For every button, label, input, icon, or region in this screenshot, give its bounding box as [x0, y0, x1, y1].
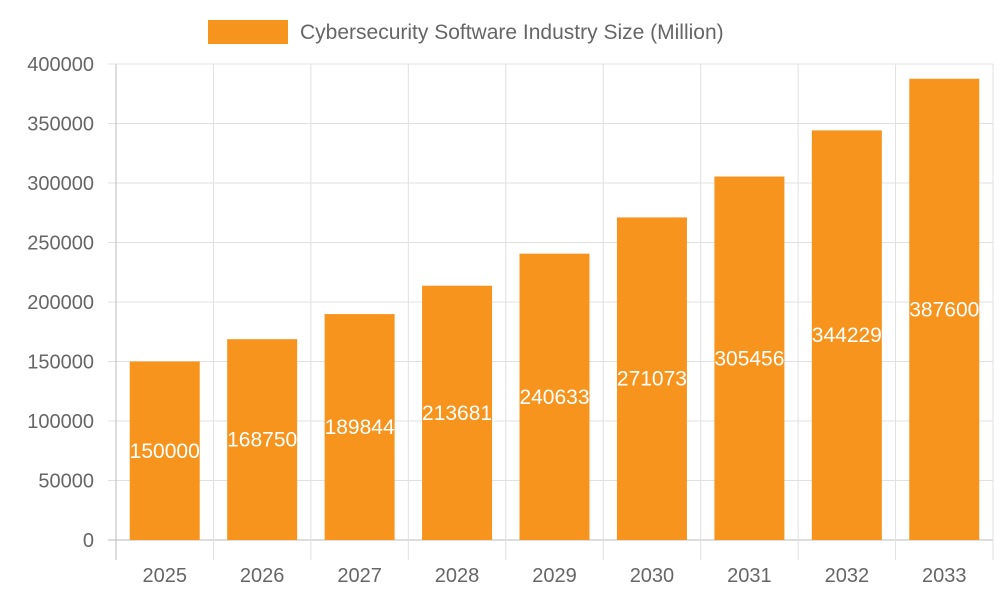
bar [129, 361, 200, 540]
y-tick-label: 350000 [27, 114, 94, 136]
x-tick-label: 2025 [142, 565, 187, 587]
x-tick-label: 2033 [922, 565, 967, 587]
y-tick-label: 50000 [38, 471, 94, 493]
data-label: 213681 [422, 402, 492, 425]
bar [422, 285, 493, 540]
y-tick-label: 400000 [27, 54, 94, 76]
data-label: 387600 [909, 298, 979, 321]
legend-swatch [208, 20, 288, 44]
x-tick-label: 2028 [435, 565, 480, 587]
y-tick-label: 250000 [27, 233, 94, 255]
bar [616, 217, 687, 540]
x-tick-label: 2030 [630, 565, 675, 587]
bar [714, 176, 785, 540]
x-tick-label: 2026 [240, 565, 285, 587]
data-label: 189844 [325, 416, 395, 439]
data-label: 168750 [227, 429, 297, 452]
x-tick-label: 2032 [825, 565, 870, 587]
data-label: 150000 [130, 440, 200, 463]
bar [811, 130, 882, 540]
y-tick-label: 0 [83, 530, 94, 552]
data-label: 271073 [617, 368, 687, 391]
bar [909, 78, 980, 541]
data-label: 305456 [714, 347, 784, 370]
x-tick-label: 2029 [532, 565, 577, 587]
data-label: 240633 [519, 386, 589, 409]
bar [227, 339, 298, 540]
y-tick-label: 200000 [27, 292, 94, 314]
data-label: 344229 [812, 324, 882, 347]
y-tick-label: 300000 [27, 173, 94, 195]
bar [324, 314, 395, 540]
y-tick-label: 150000 [27, 352, 94, 374]
x-tick-label: 2031 [727, 565, 772, 587]
y-tick-label: 100000 [27, 411, 94, 433]
x-tick-label: 2027 [337, 565, 382, 587]
bar [519, 253, 590, 540]
legend-label: Cybersecurity Software Industry Size (Mi… [300, 21, 724, 44]
